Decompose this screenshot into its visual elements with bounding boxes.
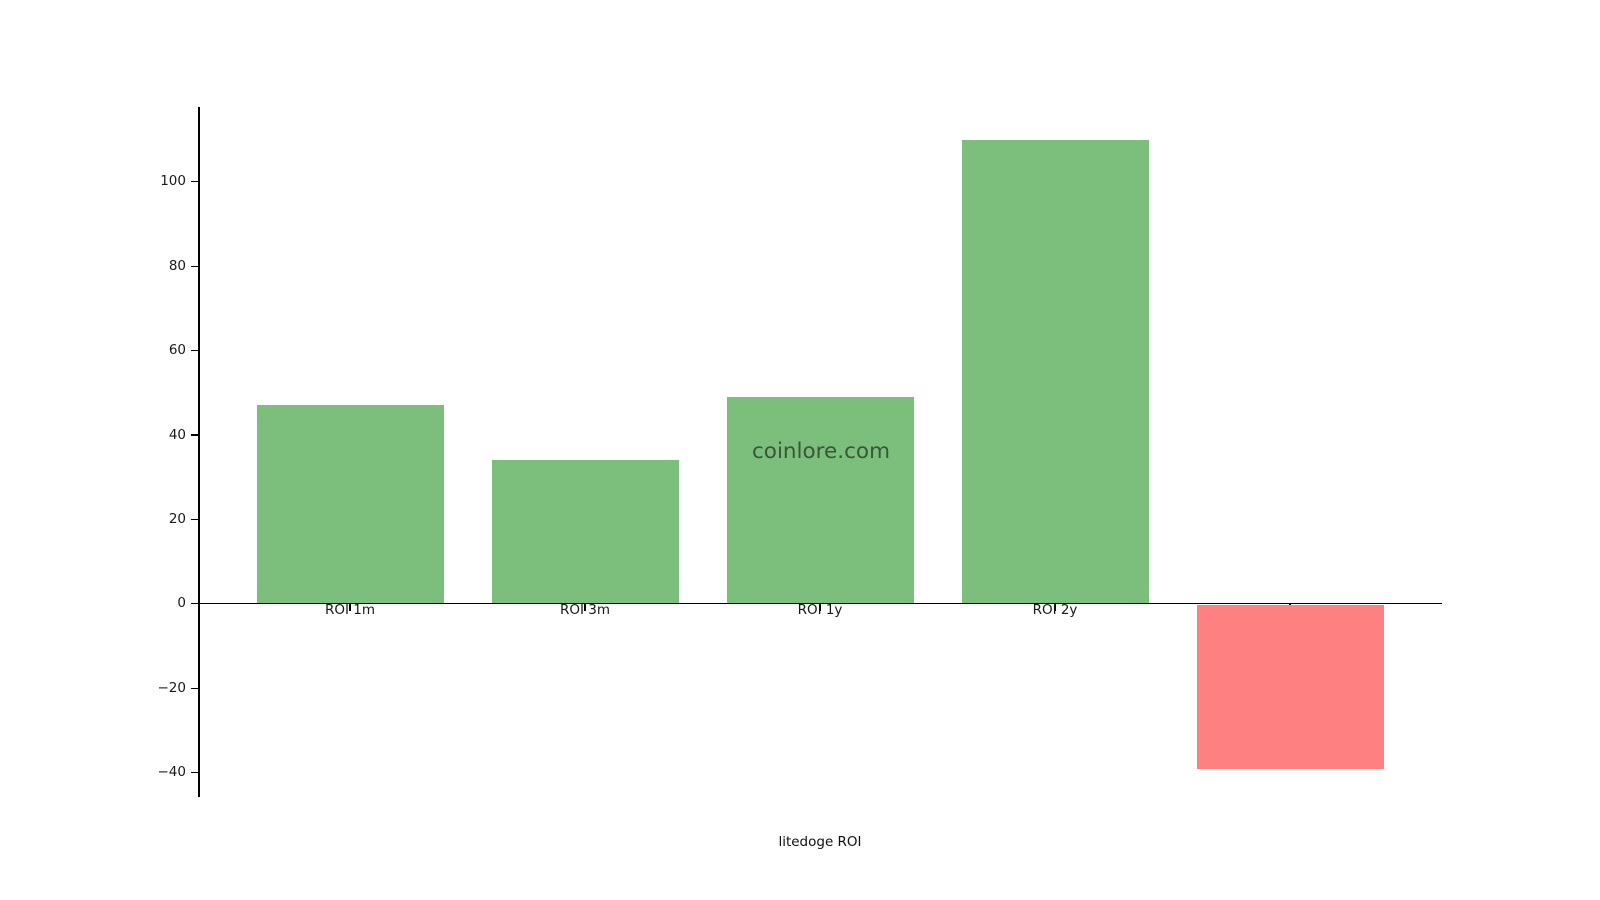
ytick-label-7: −40 bbox=[157, 764, 187, 781]
bar-roi-1m bbox=[256, 405, 444, 604]
x-tick-0 bbox=[349, 603, 351, 611]
ytick-label-6: −20 bbox=[157, 679, 187, 696]
y-tick-2 bbox=[191, 349, 199, 352]
y-tick-4 bbox=[191, 518, 199, 521]
ytick-label-1: 80 bbox=[168, 257, 186, 274]
y-tick-6 bbox=[191, 687, 199, 689]
y-tick-1 bbox=[191, 265, 199, 267]
x-tick-3 bbox=[1054, 603, 1056, 611]
y-tick-0 bbox=[191, 181, 199, 183]
ytick-label-4: 20 bbox=[168, 510, 186, 527]
ytick-label-3: 40 bbox=[168, 426, 186, 443]
ytick-label-2: 60 bbox=[168, 342, 186, 359]
coinlore-watermark: coinlore.com bbox=[751, 439, 891, 464]
bar-roi-1y bbox=[726, 397, 914, 604]
y-tick-3 bbox=[191, 434, 199, 436]
bar-roi-2y bbox=[961, 139, 1149, 604]
y-axis-spine bbox=[198, 107, 200, 797]
x-tick-1 bbox=[584, 603, 586, 611]
y-tick-7 bbox=[191, 771, 199, 774]
x-tick-2 bbox=[819, 603, 821, 611]
chart-title: litedoge ROI bbox=[778, 834, 862, 850]
xtick-label-1: ROI 3m bbox=[559, 602, 611, 618]
bar-4 bbox=[1196, 604, 1384, 770]
ytick-label-5: 0 bbox=[177, 595, 186, 612]
xtick-label-0: ROI 1m bbox=[324, 602, 376, 618]
xtick-label-3: ROI 2y bbox=[1032, 602, 1078, 618]
xtick-label-2: ROI 1y bbox=[797, 602, 843, 618]
bar-roi-3m bbox=[491, 460, 679, 604]
ytick-label-0: 100 bbox=[160, 173, 186, 190]
x-axis-zero-line bbox=[198, 603, 1442, 605]
y-tick-5 bbox=[191, 603, 199, 605]
